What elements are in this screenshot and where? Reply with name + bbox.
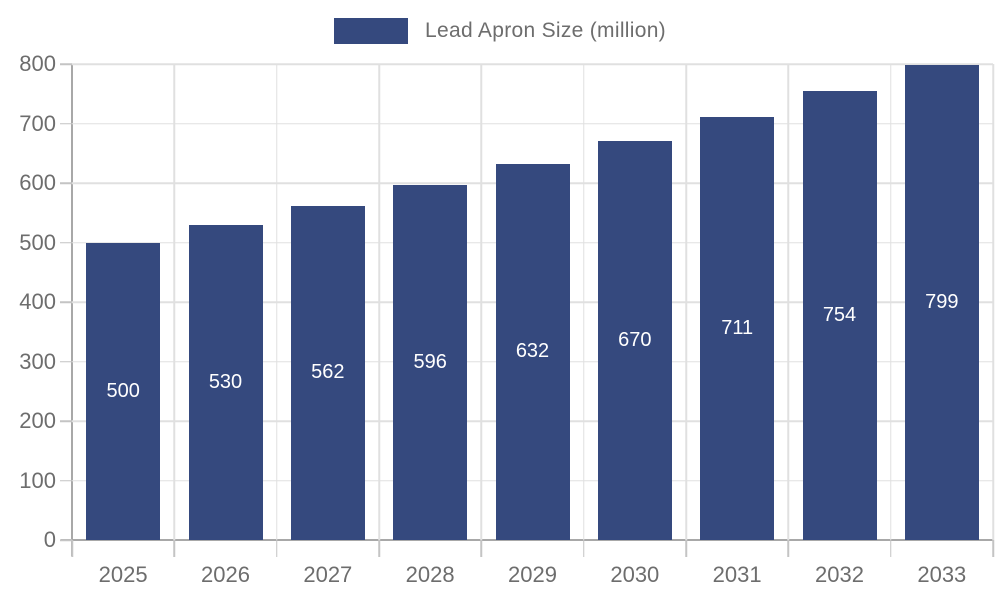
y-gridline [72, 122, 993, 125]
x-tick [582, 540, 585, 557]
x-tick [992, 540, 994, 557]
bar: 596 [393, 185, 468, 540]
x-gridline [378, 64, 380, 540]
x-axis-line [61, 539, 993, 541]
y-tick [60, 420, 72, 422]
y-tick [60, 122, 72, 125]
y-tick-label: 400 [19, 289, 56, 314]
y-tick [60, 301, 72, 303]
x-gridline [582, 64, 585, 540]
x-tick [480, 540, 483, 557]
x-tick [71, 540, 73, 557]
y-tick [60, 539, 72, 541]
bar-value-label: 562 [311, 361, 345, 384]
y-tick-label: 700 [19, 110, 56, 136]
x-gridline [889, 64, 892, 540]
x-tick [889, 540, 892, 557]
bar-value-label: 500 [106, 379, 140, 402]
x-gridline [992, 64, 994, 540]
bar: 799 [904, 64, 979, 540]
y-tick-label: 200 [19, 408, 56, 433]
y-tick [60, 241, 72, 244]
bar-value-label: 670 [618, 329, 652, 352]
x-gridline [480, 64, 483, 540]
legend-swatch [334, 18, 409, 44]
y-tick [60, 479, 72, 482]
x-tick-label: 2032 [815, 562, 864, 587]
bar: 632 [495, 163, 570, 540]
y-tick-label: 800 [19, 51, 56, 76]
bar: 530 [188, 224, 263, 540]
x-tick-label: 2025 [98, 562, 148, 587]
x-gridline [685, 64, 687, 540]
x-tick-label: 2028 [405, 562, 455, 587]
x-tick-label: 2033 [917, 562, 967, 587]
y-tick-label: 300 [19, 348, 56, 374]
legend: Lead Apron Size (million) [0, 18, 1000, 44]
y-tick [60, 63, 72, 65]
bar-value-label: 754 [822, 304, 857, 327]
x-tick [685, 540, 687, 557]
x-gridline [787, 64, 790, 540]
x-tick-label: 2031 [712, 562, 762, 587]
y-tick-label: 100 [19, 467, 56, 493]
y-tick [60, 182, 72, 184]
bar-value-label: 632 [515, 340, 550, 363]
y-axis-line [71, 64, 73, 556]
x-tick [787, 540, 790, 557]
y-tick [60, 360, 72, 363]
x-tick-label: 2027 [303, 562, 353, 587]
bar-value-label: 711 [721, 316, 754, 339]
plot-area: 0 100 200 300 400 500 600 700 800 500 2025 530 2026 5… [19, 51, 994, 587]
bar-value-label: 799 [925, 290, 959, 313]
y-tick-label: 500 [19, 229, 56, 255]
x-tick-label: 2026 [201, 562, 250, 587]
x-tick [275, 540, 278, 557]
bar-value-label: 530 [208, 370, 243, 393]
y-tick-label: 0 [43, 527, 56, 552]
bar: 500 [86, 242, 161, 540]
bar: 562 [290, 205, 365, 540]
legend-label: Lead Apron Size (million) [425, 19, 666, 42]
x-gridline [173, 64, 176, 540]
y-tick-label: 600 [19, 170, 56, 195]
x-gridline [275, 64, 278, 540]
bar-value-label: 596 [413, 351, 447, 374]
bar: 711 [700, 116, 775, 540]
x-tick-label: 2030 [610, 562, 660, 587]
x-tick [173, 540, 176, 557]
x-tick [378, 540, 380, 557]
bar: 670 [597, 141, 672, 540]
bar: 754 [802, 91, 877, 540]
y-gridline [72, 63, 993, 65]
x-tick-label: 2029 [508, 562, 557, 587]
